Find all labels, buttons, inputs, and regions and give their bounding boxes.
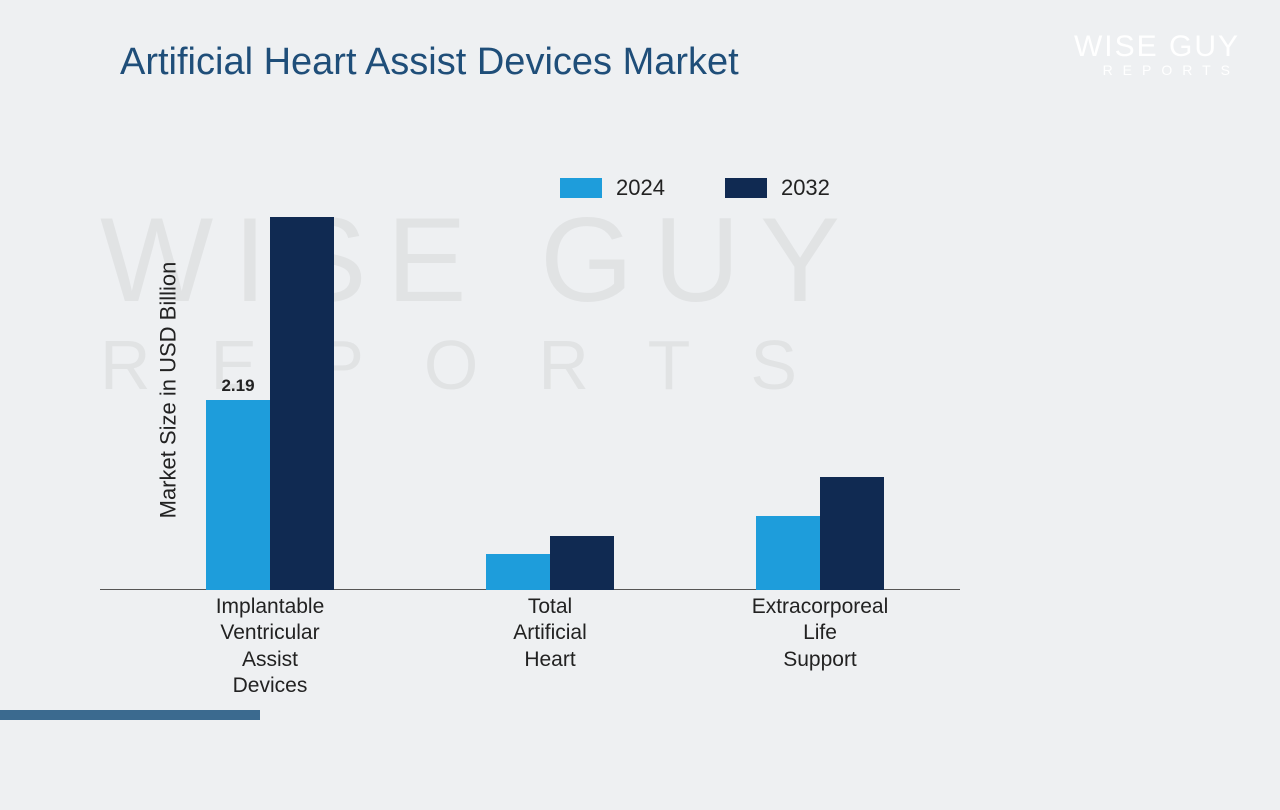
- legend-item-2032: 2032: [725, 175, 830, 201]
- logo-line2: REPORTS: [1074, 62, 1240, 78]
- brand-logo: WISE GUY REPORTS: [1074, 30, 1240, 78]
- bar-2024: [486, 554, 550, 590]
- right-panel: [960, 0, 1280, 720]
- legend-swatch-2032: [725, 178, 767, 198]
- legend-item-2024: 2024: [560, 175, 665, 201]
- x-axis-category-label: ImplantableVentricularAssistDevices: [180, 594, 360, 699]
- x-axis-category-label: ExtracorporealLifeSupport: [730, 594, 910, 673]
- x-axis-category-label: TotalArtificialHeart: [460, 594, 640, 673]
- y-axis-label: Market Size in USD Billion: [155, 262, 181, 519]
- bar-group: 2.19: [206, 217, 334, 590]
- bar-group: [486, 536, 614, 590]
- legend-label-2024: 2024: [616, 175, 665, 201]
- bar-group: [756, 477, 884, 590]
- chart-area: 2.19: [100, 200, 960, 590]
- bar-2024: [756, 516, 820, 590]
- bar-value-label: 2.19: [221, 376, 254, 396]
- legend-label-2032: 2032: [781, 175, 830, 201]
- logo-line1: WISE GUY: [1074, 30, 1240, 64]
- bar-2024: 2.19: [206, 400, 270, 590]
- legend-swatch-2024: [560, 178, 602, 198]
- chart-title: Artificial Heart Assist Devices Market: [120, 40, 739, 86]
- bar-2032: [270, 217, 334, 590]
- footer-accent-bar: [0, 710, 260, 720]
- legend: 2024 2032: [560, 175, 830, 201]
- bar-2032: [820, 477, 884, 590]
- bar-2032: [550, 536, 614, 590]
